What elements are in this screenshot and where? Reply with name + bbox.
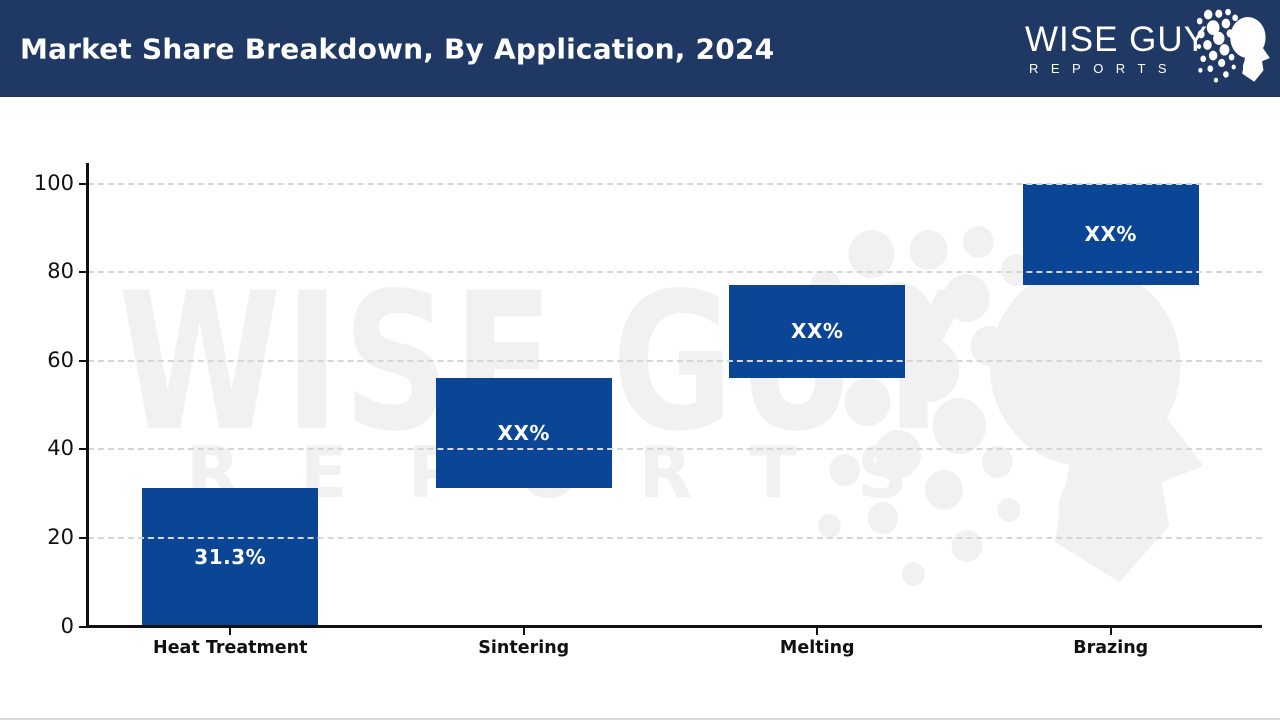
y-axis-line [86, 163, 89, 628]
bar-melting: XX% [729, 284, 906, 378]
y-tick-60 [79, 359, 86, 362]
y-tick-label-0: 0 [60, 613, 74, 638]
y-tick-label-60: 60 [47, 347, 74, 372]
y-tick-label-40: 40 [47, 436, 74, 461]
y-tick-40 [79, 448, 86, 451]
wiseguy-logo-text: WISE GUY REPORTS [1024, 20, 1208, 76]
y-tick-label-20: 20 [47, 524, 74, 549]
y-tick-100 [79, 182, 86, 185]
x-tick-heat-treatment [229, 627, 232, 635]
y-tick-80 [79, 271, 86, 274]
x-tick-melting [816, 627, 819, 635]
y-tick-0 [79, 625, 86, 628]
wiseguy-logo-line2: REPORTS [1028, 60, 1180, 76]
gridline-20 [88, 536, 1262, 539]
app-header: Market Share Breakdown, By Application, … [0, 0, 1280, 97]
y-tick-label-100: 100 [33, 170, 74, 195]
gridline-100 [88, 182, 1262, 185]
wiseguy-head-logo-icon [1196, 8, 1270, 83]
y-tick-20 [79, 536, 86, 539]
x-tick-label-heat-treatment: Heat Treatment [153, 637, 308, 658]
gridline-60 [88, 359, 1262, 362]
bar-label-heat-treatment: 31.3% [194, 545, 267, 570]
bar-sintering: XX% [435, 377, 612, 488]
x-tick-label-brazing: Brazing [1073, 637, 1149, 658]
x-tick-label-melting: Melting [779, 637, 855, 658]
x-axis-line [86, 625, 1262, 628]
bar-brazing: XX% [1022, 183, 1199, 285]
wiseguy-logo-line1: WISE GUY [1024, 20, 1208, 60]
wiseguy-head-watermark-icon [810, 226, 1204, 586]
gridline-80 [88, 271, 1262, 274]
x-tick-label-sintering: Sintering [478, 637, 570, 658]
wiseguy-logo: WISE GUY REPORTS [1025, 6, 1272, 92]
y-tick-label-80: 80 [47, 259, 74, 284]
gridline-40 [88, 448, 1262, 451]
bar-label-melting: XX% [791, 319, 844, 343]
x-tick-sintering [522, 627, 525, 635]
bar-label-sintering: XX% [497, 420, 550, 445]
x-tick-brazing [1109, 627, 1112, 635]
page-title: Market Share Breakdown, By Application, … [20, 32, 775, 65]
bar-label-brazing: XX% [1084, 222, 1137, 246]
bar-heat-treatment: 31.3% [142, 487, 319, 627]
